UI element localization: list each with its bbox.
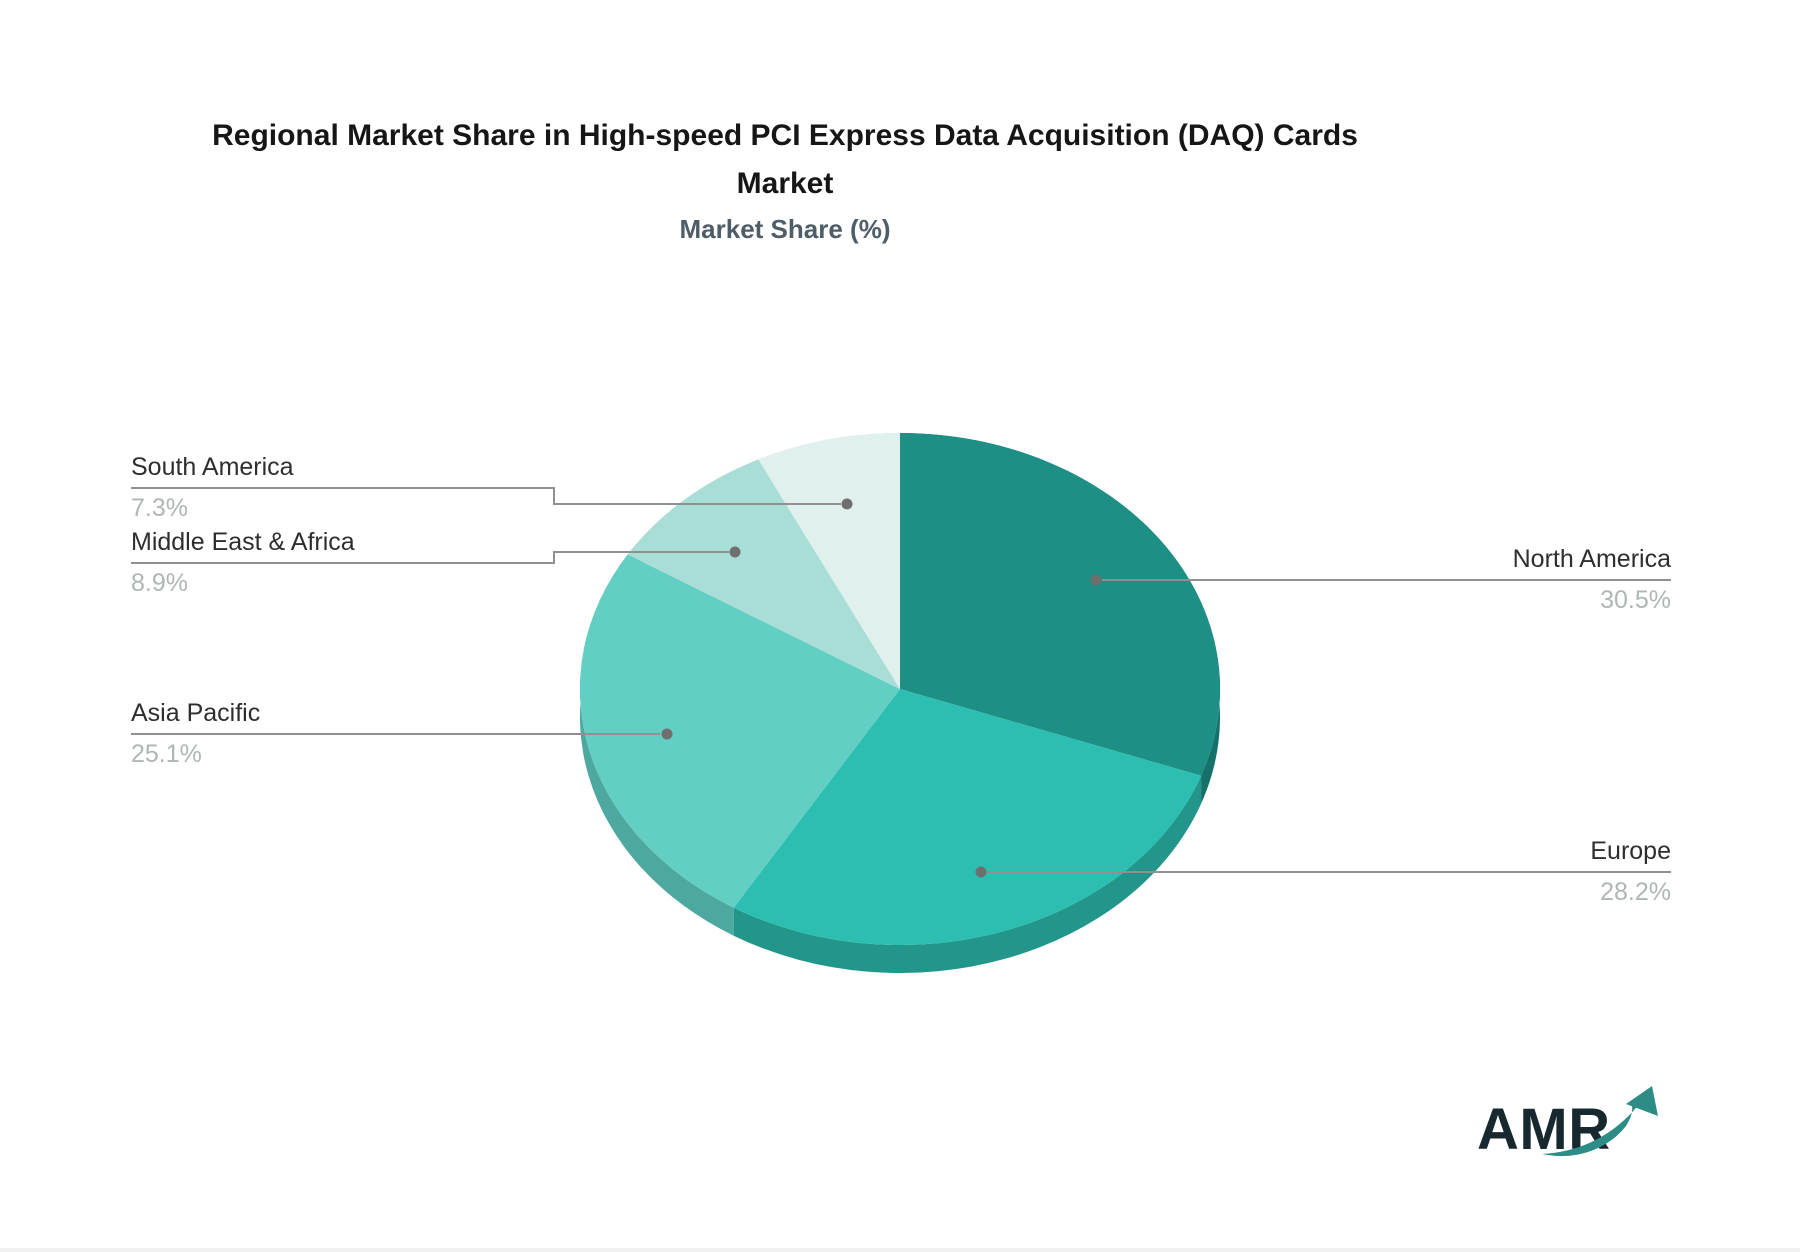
leader-dot-middle-east-africa	[729, 546, 741, 558]
value-south-america: 7.3%	[131, 494, 188, 522]
leader-line-middle-east-africa	[131, 551, 729, 564]
callout-north-america: North America 30.5%	[1090, 545, 1671, 614]
callout-asia-pacific: Asia Pacific 25.1%	[131, 699, 673, 768]
callout-south-america: South America 7.3%	[131, 453, 853, 522]
chart-title: Regional Market Share in High-speed PCI …	[0, 112, 1570, 208]
value-asia-pacific: 25.1%	[131, 740, 202, 768]
value-north-america: 30.5%	[1600, 586, 1671, 614]
slice-europe-side	[733, 775, 1202, 973]
bottom-edge-strip	[0, 1248, 1800, 1252]
slice-middle-east-and-africa[interactable]	[627, 459, 900, 689]
leader-dot-asia-pacific	[661, 728, 673, 740]
label-asia-pacific: Asia Pacific	[131, 699, 260, 727]
slice-north-america[interactable]	[900, 433, 1220, 776]
pie-slices	[580, 433, 1220, 945]
amr-logo-arrow-icon	[1542, 1086, 1658, 1157]
label-south-america: South America	[131, 453, 294, 481]
callout-middle-east-africa: Middle East & Africa 8.9%	[131, 528, 741, 597]
chart-title-line1: Regional Market Share in High-speed PCI …	[212, 119, 1358, 152]
slice-europe[interactable]	[733, 689, 1202, 945]
leader-dot-north-america	[1090, 574, 1102, 586]
leader-line-south-america	[131, 487, 841, 505]
chart-title-line2: Market	[736, 167, 834, 200]
callout-europe: Europe 28.2%	[975, 837, 1671, 906]
slice-asia-pacific-side	[580, 554, 734, 936]
value-europe: 28.2%	[1600, 878, 1671, 906]
label-north-america: North America	[1513, 545, 1671, 573]
value-middle-east-africa: 8.9%	[131, 569, 188, 597]
slice-south-america[interactable]	[758, 433, 900, 689]
slice-asia-pacific[interactable]	[580, 554, 900, 908]
leader-dot-europe	[975, 866, 987, 878]
leader-dot-south-america	[841, 498, 853, 510]
label-europe: Europe	[1590, 837, 1671, 865]
chart-subtitle: Market Share (%)	[679, 214, 891, 244]
label-middle-east-africa: Middle East & Africa	[131, 528, 355, 556]
